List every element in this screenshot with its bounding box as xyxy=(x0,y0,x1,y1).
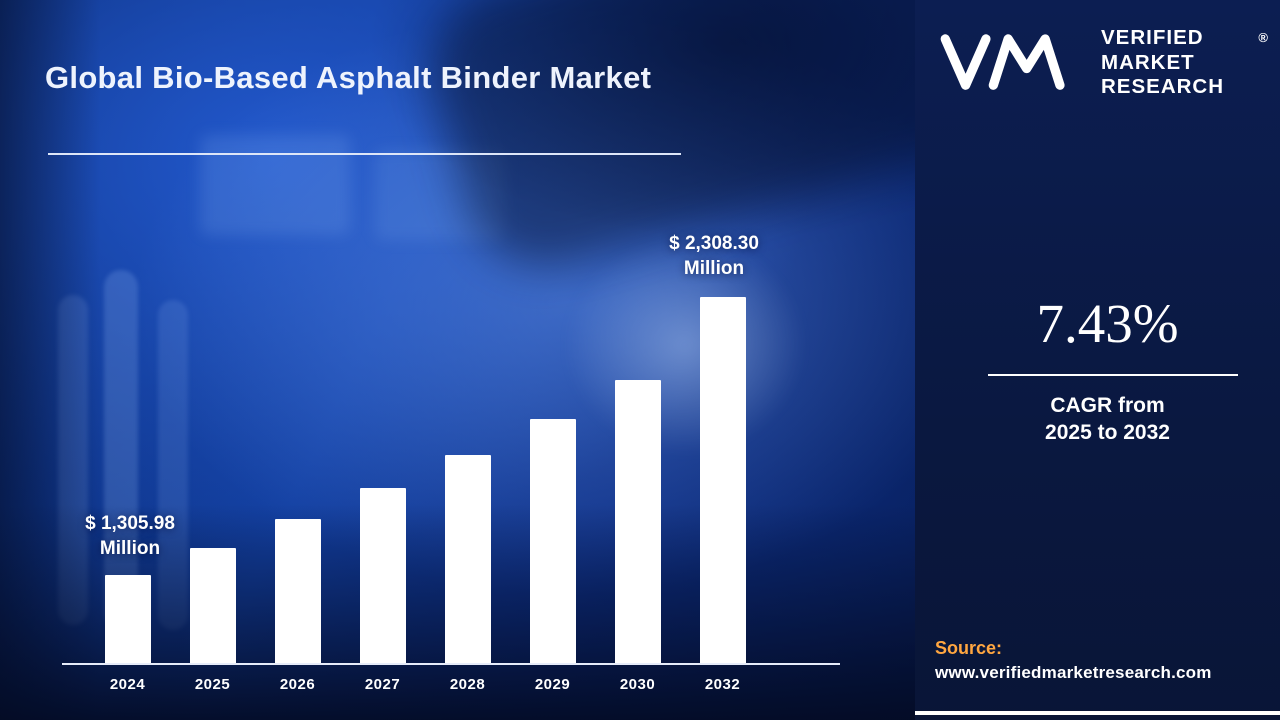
first-bar-value: $ 1,305.98 xyxy=(85,513,175,534)
first-bar-value-label: $ 1,305.98 Million xyxy=(30,512,230,561)
bar-chart xyxy=(85,265,765,665)
first-bar-unit: Million xyxy=(99,537,161,559)
title-underline xyxy=(48,153,681,155)
brand-line-1: VERIFIED xyxy=(1101,26,1204,50)
bar-column xyxy=(255,265,340,665)
page-title: Global Bio-Based Asphalt Binder Market xyxy=(45,60,652,95)
last-bar-value-label: $ 2,308.30 Million xyxy=(614,232,814,281)
bar-column xyxy=(595,265,680,665)
bar-column xyxy=(510,265,595,665)
x-axis-labels: 2024 2025 2026 2027 2028 2029 2030 2032 xyxy=(85,676,765,693)
cagr-divider xyxy=(988,374,1238,376)
x-axis-label: 2024 xyxy=(109,676,146,693)
x-axis-label: 2032 xyxy=(704,676,741,693)
bar-column xyxy=(425,265,510,665)
source-url-link[interactable]: www.verifiedmarketresearch.com xyxy=(935,663,1212,682)
last-bar-value: $ 2,308.30 xyxy=(669,233,759,254)
brand-line-2: MARKET xyxy=(1101,50,1195,74)
bar-2032 xyxy=(699,297,746,665)
x-axis-label: 2028 xyxy=(449,676,486,693)
bar-2029 xyxy=(529,419,576,665)
cagr-caption-line-1: CAGR from xyxy=(1050,394,1165,417)
source-block: Source: www.verifiedmarketresearch.com xyxy=(935,638,1274,683)
cagr-caption-line-2: 2025 to 2032 xyxy=(1045,421,1170,445)
bar-2028 xyxy=(444,455,491,665)
x-axis-label: 2027 xyxy=(364,676,401,693)
x-axis-label: 2026 xyxy=(279,676,316,693)
brand-line-3: RESEARCH xyxy=(1101,75,1225,99)
cagr-caption: CAGR from 2025 to 2032 xyxy=(935,392,1280,447)
bar-2030 xyxy=(614,380,661,665)
x-axis-label: 2025 xyxy=(194,676,231,693)
brand-block: VERIFIED MARKET RESEARCH xyxy=(935,26,1266,100)
x-axis-label: 2029 xyxy=(534,676,571,693)
bar-column xyxy=(170,265,255,665)
bar-column xyxy=(340,265,425,665)
last-bar-unit: Million xyxy=(683,257,745,279)
vmr-logo xyxy=(940,34,1065,90)
bar-column xyxy=(680,265,765,665)
bar-2025 xyxy=(189,548,236,665)
bar-2026 xyxy=(274,519,321,665)
x-axis-label: 2030 xyxy=(619,676,656,693)
bar-2024 xyxy=(104,575,151,665)
cagr-value: 7.43% xyxy=(1036,293,1179,354)
registered-trademark-icon: ® xyxy=(1258,30,1268,45)
bar-column xyxy=(85,265,170,665)
brand-name: VERIFIED MARKET RESEARCH xyxy=(1101,26,1224,100)
bar-2027 xyxy=(359,488,406,665)
sidebar: VERIFIED MARKET RESEARCH ® 7.43% CAGR fr… xyxy=(915,0,1280,720)
source-label: Source: xyxy=(935,638,1003,658)
x-axis-line xyxy=(62,663,840,665)
